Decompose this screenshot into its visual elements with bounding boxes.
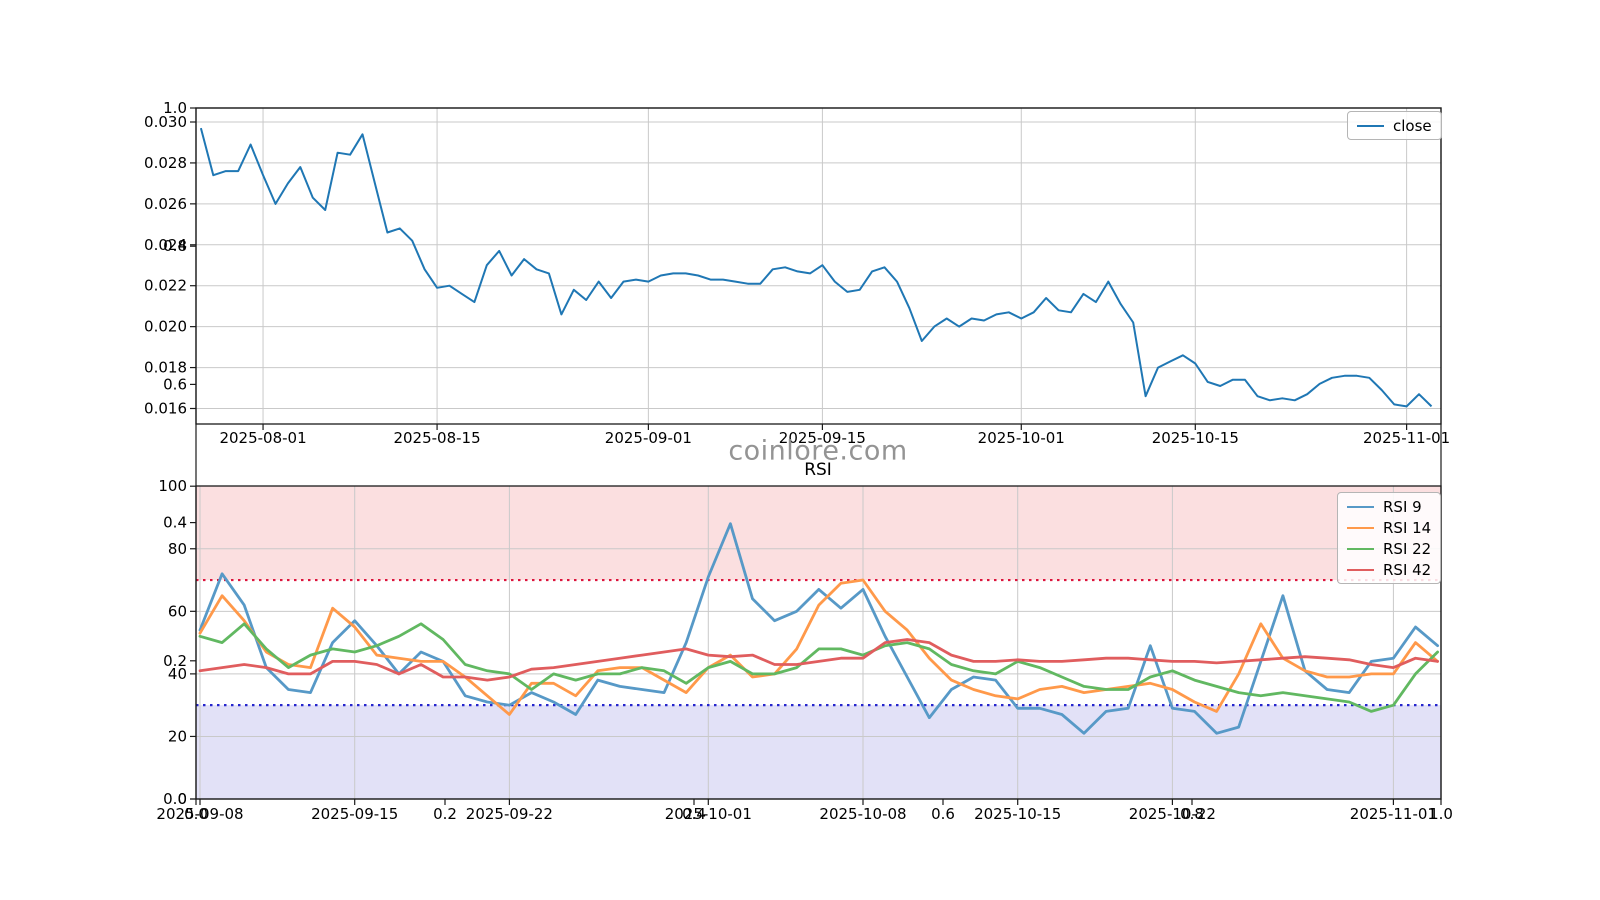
rsi-x-tick-label: 2025-09-08 xyxy=(156,805,243,823)
rsi-22-line xyxy=(198,622,1439,713)
figure-y-tick-label: 0.4 xyxy=(163,514,187,532)
rsi9-line-swatch xyxy=(1347,505,1374,508)
price-x-tick-label: 2025-09-15 xyxy=(779,429,866,447)
price-y-tick-label: 0.024 xyxy=(144,236,187,254)
rsi22-line-swatch xyxy=(1347,547,1374,550)
legend-item-rsi9: RSI 9 xyxy=(1347,496,1431,517)
figure-y-tick-label: 0.2 xyxy=(163,652,187,670)
price-y-tick-label: 0.026 xyxy=(144,195,187,213)
price-x-tick-label: 2025-09-01 xyxy=(605,429,692,447)
rsi42-line-swatch xyxy=(1347,568,1374,571)
price-x-tick-label: 2025-10-15 xyxy=(1152,429,1239,447)
price-y-tick-label: 0.028 xyxy=(144,154,187,172)
price-x-tick-label: 2025-08-01 xyxy=(219,429,306,447)
legend-item-close: close xyxy=(1357,115,1432,136)
rsi-14-line xyxy=(198,578,1439,716)
close-line-swatch xyxy=(1357,124,1384,127)
rsi-x-tick-label: 2025-09-22 xyxy=(466,805,553,823)
rsi-x-tick-label: 2025-10-01 xyxy=(665,805,752,823)
figure-y-tick-label: 1.0 xyxy=(163,99,187,117)
figure-y-tick-label: 0.0 xyxy=(163,790,187,808)
price-x-tick-label: 2025-10-01 xyxy=(978,429,1065,447)
legend-item-rsi22: RSI 22 xyxy=(1347,538,1431,559)
price-y-tick-label: 0.016 xyxy=(144,399,187,417)
rsi14-line-swatch xyxy=(1347,526,1374,529)
rsi-x-tick-label: 2025-11-01 xyxy=(1350,805,1437,823)
price-y-tick-label: 0.020 xyxy=(144,318,187,336)
figure-y-tick-label: 0.8 xyxy=(163,237,187,255)
rsi-42-line xyxy=(198,638,1439,682)
rsi-y-tick-label: 40 xyxy=(168,665,187,683)
price-y-tick-label: 0.022 xyxy=(144,277,187,295)
legend-label-close: close xyxy=(1393,116,1432,135)
rsi-oversold-band xyxy=(196,705,1441,799)
figure-y-tick-label: 0.6 xyxy=(163,375,187,393)
price-y-tick-label: 0.018 xyxy=(144,359,187,377)
legend-item-rsi14: RSI 14 xyxy=(1347,517,1431,538)
rsi-legend: RSI 9 RSI 14 RSI 22 RSI 42 xyxy=(1337,492,1442,584)
rsi-overbought-band xyxy=(196,486,1441,581)
figure-x-tick-label: 0.4 xyxy=(682,805,706,823)
close-line xyxy=(199,127,1433,408)
rsi-y-tick-label: 100 xyxy=(158,477,187,495)
price-axes-frame xyxy=(195,107,1442,425)
price-x-tick-label: 2025-08-15 xyxy=(393,429,480,447)
legend-label-rsi42: RSI 42 xyxy=(1383,560,1432,579)
rsi-x-tick-label: 2025-09-15 xyxy=(311,805,398,823)
legend-label-rsi14: RSI 14 xyxy=(1383,518,1432,537)
figure-x-tick-label: 1.0 xyxy=(1429,805,1453,823)
figure-x-tick-label: 0.0 xyxy=(184,805,208,823)
watermark: coinlore.com xyxy=(728,435,908,467)
figure-x-tick-label: 0.2 xyxy=(433,805,457,823)
rsi-x-tick-label: 2025-10-15 xyxy=(974,805,1061,823)
price-legend: close xyxy=(1347,111,1442,140)
rsi-x-tick-label: 2025-10-08 xyxy=(819,805,906,823)
rsi-9-line xyxy=(198,522,1439,735)
rsi-axes-frame xyxy=(195,485,1442,800)
legend-label-rsi22: RSI 22 xyxy=(1383,539,1432,558)
rsi-chart-title: RSI xyxy=(804,460,832,480)
rsi-y-tick-label: 20 xyxy=(168,727,187,745)
rsi-y-tick-label: 0 xyxy=(177,790,187,808)
rsi-y-tick-label: 80 xyxy=(168,540,187,558)
price-x-tick-label: 2025-11-01 xyxy=(1363,429,1450,447)
rsi-x-tick-label: 2025-10-22 xyxy=(1129,805,1216,823)
price-y-tick-label: 0.030 xyxy=(144,113,187,131)
legend-item-rsi42: RSI 42 xyxy=(1347,559,1431,580)
figure-x-tick-label: 0.6 xyxy=(931,805,955,823)
figure-x-tick-label: 0.8 xyxy=(1180,805,1204,823)
legend-label-rsi9: RSI 9 xyxy=(1383,497,1422,516)
rsi-y-tick-label: 60 xyxy=(168,602,187,620)
